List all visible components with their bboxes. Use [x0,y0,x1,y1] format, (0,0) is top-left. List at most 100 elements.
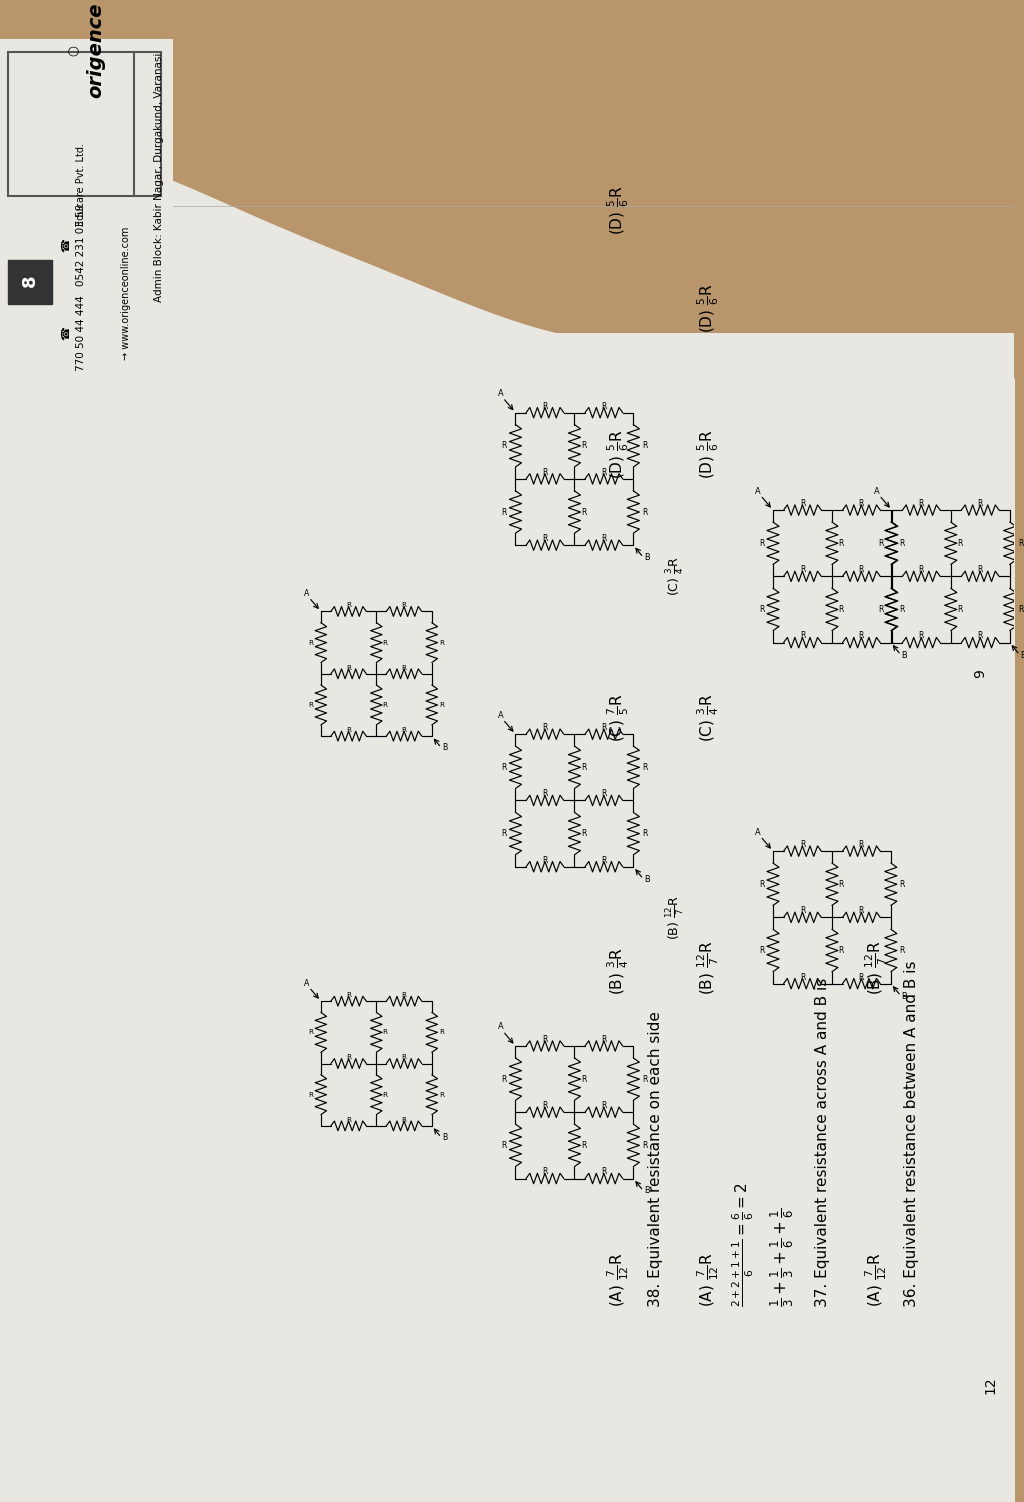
Text: A: A [755,487,761,496]
Text: R: R [346,727,351,733]
Text: R: R [919,565,924,574]
Text: R: R [543,790,548,799]
Ellipse shape [529,225,658,303]
Text: R: R [601,535,606,544]
Text: R: R [800,565,805,574]
Text: R: R [401,602,407,608]
Ellipse shape [664,134,822,240]
Text: 9: 9 [974,670,987,679]
Text: R: R [383,1029,388,1035]
Text: A: A [873,487,880,496]
Text: R: R [543,1167,548,1176]
Text: B: B [644,874,649,883]
Text: 770 50 44 444: 770 50 44 444 [76,294,86,371]
Text: R: R [582,829,587,838]
Text: R: R [978,631,983,640]
Text: R: R [502,1074,507,1083]
Text: R: R [346,664,351,670]
Text: R: R [601,790,606,799]
Ellipse shape [302,221,391,269]
Text: B: B [441,1133,447,1142]
Text: R: R [543,722,548,731]
Text: R: R [439,701,444,707]
Text: R: R [859,565,864,574]
Text: R: R [543,1101,548,1110]
Text: R: R [978,499,983,508]
Text: R: R [919,499,924,508]
Text: R: R [978,565,983,574]
Text: R: R [502,1142,507,1151]
Text: R: R [1018,605,1023,614]
Text: R: R [502,829,507,838]
Text: R: R [308,701,313,707]
Text: R: R [859,631,864,640]
Text: R: R [308,1092,313,1098]
Text: (C) $\frac{3}{4}$R: (C) $\frac{3}{4}$R [695,694,721,742]
Text: R: R [601,722,606,731]
Text: (B) $\frac{3}{4}$R: (B) $\frac{3}{4}$R [605,948,631,996]
Text: R: R [582,1142,587,1151]
Text: R: R [308,1029,313,1035]
Text: R: R [439,1092,444,1098]
Text: R: R [582,1074,587,1083]
Text: B: B [901,991,907,1000]
Text: (D) $\frac{5}{6}$R: (D) $\frac{5}{6}$R [695,284,721,333]
Text: (D) $\frac{5}{6}$R: (D) $\frac{5}{6}$R [695,430,721,479]
Text: R: R [642,1142,647,1151]
Text: ○: ○ [68,45,80,56]
Text: (A) $\frac{7}{12}$R: (A) $\frac{7}{12}$R [863,1253,889,1307]
Text: R: R [839,539,844,548]
Text: R: R [1018,539,1023,548]
Text: R: R [346,1054,351,1060]
Text: R: R [642,763,647,772]
Text: R: R [642,1074,647,1083]
Text: R: R [401,664,407,670]
Text: R: R [800,499,805,508]
Text: R: R [346,991,351,997]
Text: B: B [644,1187,649,1196]
Text: (D) $\frac{5}{6}$R: (D) $\frac{5}{6}$R [605,186,631,236]
Text: B: B [901,650,907,659]
Text: A: A [755,828,761,837]
Ellipse shape [871,210,1010,299]
Text: 37. Equivalent resistance across A and B is: 37. Equivalent resistance across A and B… [814,978,829,1307]
Text: R: R [878,539,884,548]
Text: R: R [839,605,844,614]
Text: $\frac{1}{3}+\frac{1}{3}+\frac{1}{6}+\frac{1}{6}$: $\frac{1}{3}+\frac{1}{3}+\frac{1}{6}+\fr… [769,1208,796,1307]
Text: ☎: ☎ [61,326,72,339]
Text: (D) $\frac{5}{6}$R: (D) $\frac{5}{6}$R [605,430,631,479]
Text: R: R [401,1116,407,1122]
Text: R: R [401,1054,407,1060]
Ellipse shape [798,89,946,186]
Ellipse shape [738,185,847,248]
Text: R: R [543,856,548,865]
Ellipse shape [555,56,733,162]
Text: (A) $\frac{7}{12}$R: (A) $\frac{7}{12}$R [695,1253,721,1307]
Text: (C) $\frac{3}{4}$R: (C) $\frac{3}{4}$R [664,556,686,596]
Text: R: R [759,605,765,614]
Text: R: R [308,640,313,646]
Text: R: R [601,856,606,865]
FancyBboxPatch shape [8,53,162,197]
Text: ☎: ☎ [61,239,72,252]
Ellipse shape [40,108,218,206]
Text: R: R [346,602,351,608]
Text: Admin Block: Kabir Nagar, Durgakund, Varanasi: Admin Block: Kabir Nagar, Durgakund, Var… [154,53,164,302]
Text: R: R [800,906,805,915]
Text: Educare Pvt. Ltd.: Educare Pvt. Ltd. [76,143,86,227]
Text: R: R [502,508,507,517]
Bar [0,333,1014,1502]
Text: R: R [759,880,765,889]
Text: R: R [859,906,864,915]
Text: R: R [642,508,647,517]
Text: R: R [543,535,548,544]
Ellipse shape [451,140,540,194]
Text: 8: 8 [20,275,39,287]
Ellipse shape [347,75,545,201]
Text: R: R [383,701,388,707]
Text: (C) $\frac{7}{5}$R: (C) $\frac{7}{5}$R [605,694,631,742]
Bar [8,260,52,303]
Text: 38. Equivalent resistance on each side: 38. Equivalent resistance on each side [648,1011,664,1307]
Text: R: R [839,880,844,889]
Text: R: R [859,972,864,981]
